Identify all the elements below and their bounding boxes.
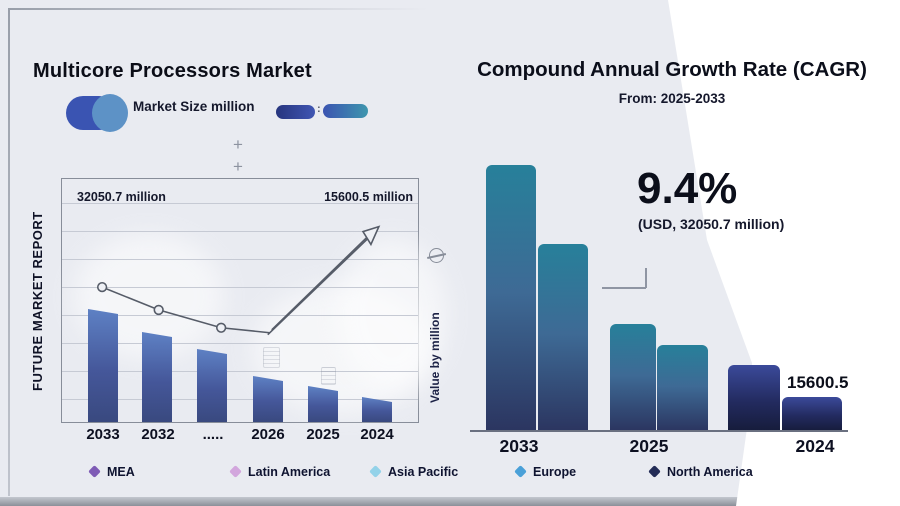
gridline: [62, 371, 418, 372]
left-annotation-end: 15600.5 million: [324, 190, 413, 204]
cagr-subtitle: From: 2025-2033: [618, 91, 726, 106]
cagr-note: (USD, 32050.7 million): [638, 216, 785, 232]
bar-2025-1: [610, 324, 656, 431]
trend-line-arrow: [96, 225, 381, 336]
x-label-2025: 2025: [306, 426, 340, 443]
legend-marker-icon: [88, 465, 101, 478]
frame-top-border: [8, 8, 428, 10]
bar-2025-2: [657, 345, 708, 431]
legend-marker-icon: [648, 465, 661, 478]
bar-2024-1: [728, 365, 780, 431]
pill-separator: :: [317, 103, 321, 115]
brand-vertical-label: FUTURE MARKET REPORT: [30, 211, 45, 391]
bottom-strip: [0, 497, 900, 506]
gridline: [62, 343, 418, 344]
bar-2026: [253, 376, 283, 422]
cagr-value: 9.4%: [637, 164, 738, 213]
left-annotation-start: 32050.7 million: [77, 190, 166, 204]
gradient-pill-teal: [323, 104, 368, 118]
bar-.....: [197, 349, 227, 422]
x-label-2024: 2024: [795, 436, 835, 456]
left-plot: 32050.7 million 15600.5 million 2033 2032…: [61, 178, 447, 443]
document-ghost-icon: [263, 347, 280, 368]
bar-2025: [308, 386, 338, 422]
document-ghost-icon: [321, 367, 336, 385]
bar-2033: [88, 309, 118, 422]
bar-2033-2: [538, 244, 588, 431]
brand-logo-icon: [66, 94, 128, 132]
gradient-pill-dark: [276, 105, 315, 119]
legend-marker-icon: [229, 465, 242, 478]
corner-bracket: [645, 268, 647, 288]
legend-marker-icon: [514, 465, 527, 478]
x-label-2026: 2026: [251, 426, 285, 443]
plus-icon: +: [233, 157, 243, 176]
x-label-.....: .....: [202, 426, 224, 443]
page-title: Multicore Processors Market: [33, 60, 312, 82]
legend-label: North America: [667, 465, 753, 479]
gridline: [62, 287, 418, 288]
minus-circle-icon: [427, 248, 446, 263]
plus-icon: +: [233, 135, 243, 154]
legend-label: Europe: [533, 465, 577, 479]
bar-2032: [142, 332, 172, 422]
gridline: [62, 315, 418, 316]
logo-cap-shape: [92, 94, 128, 132]
gridline: [62, 203, 418, 204]
watermark-cloud: [337, 239, 447, 389]
right-axis-line: [470, 430, 848, 432]
x-label-2033: 2033: [499, 436, 539, 456]
legend-marker-icon: [369, 465, 382, 478]
cagr-title: Compound Annual Growth Rate (CAGR): [477, 58, 867, 81]
x-label-2032: 2032: [141, 426, 175, 443]
bar-2033-1: [486, 165, 536, 431]
frame-left-border: [8, 8, 10, 496]
x-label-2033: 2033: [86, 426, 120, 443]
gridline: [62, 399, 418, 400]
bar-value-label: 15600.5: [787, 373, 849, 392]
value-axis-label: Value by million: [428, 312, 442, 403]
legend-label: Asia Pacific: [388, 465, 459, 479]
bar-2024-2: [782, 397, 842, 431]
right-bars: [470, 0, 850, 431]
market-size-label: Market Size million: [133, 99, 255, 114]
gridline: [62, 259, 418, 260]
x-label-2024: 2024: [360, 426, 394, 443]
legend-label: MEA: [107, 465, 135, 479]
gridline: [62, 231, 418, 232]
corner-bracket: [602, 287, 646, 289]
x-label-2025: 2025: [629, 436, 669, 456]
legend-label: Latin America: [248, 465, 331, 479]
